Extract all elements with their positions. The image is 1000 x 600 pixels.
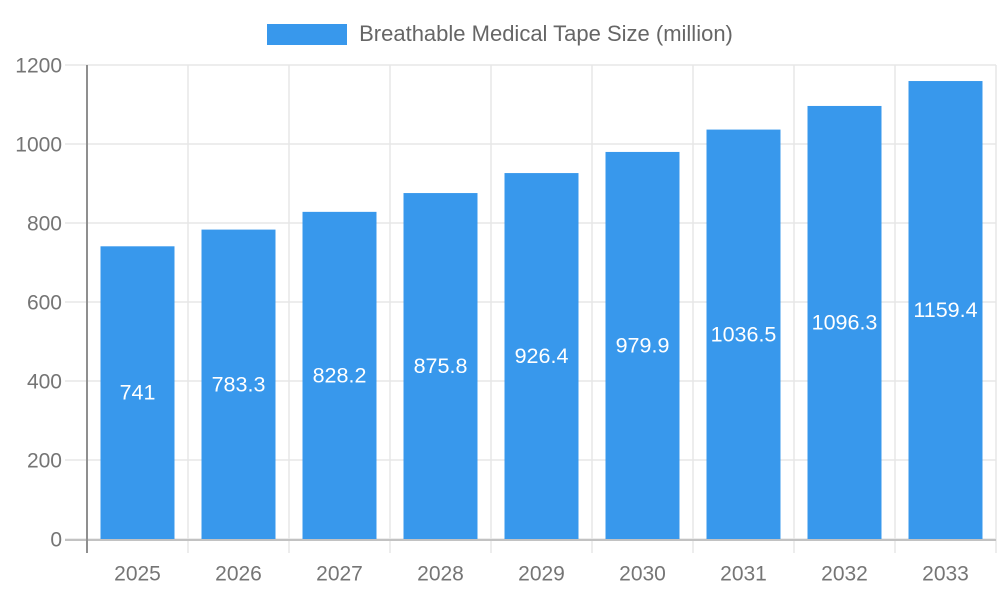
legend-swatch xyxy=(267,23,348,45)
bar-value-label: 1159.4 xyxy=(913,298,977,322)
x-axis-tick-label: 2025 xyxy=(114,563,161,586)
x-axis-tick-label: 2032 xyxy=(821,563,868,586)
bar-value-label: 926.4 xyxy=(515,344,569,368)
bar-2031[interactable] xyxy=(706,129,781,539)
x-axis-tick-label: 2029 xyxy=(518,563,565,586)
bar-2026[interactable] xyxy=(201,229,276,539)
bar-value-label: 828.2 xyxy=(313,363,367,387)
bar-2029[interactable] xyxy=(504,173,579,539)
x-axis-tick-label: 2030 xyxy=(619,563,666,586)
y-axis-tick-label: 0 xyxy=(50,529,62,552)
x-axis-tick-label: 2027 xyxy=(316,563,363,586)
x-axis-tick-label: 2031 xyxy=(720,563,767,586)
legend-label: Breathable Medical Tape Size (million) xyxy=(359,21,733,46)
bar-value-label: 875.8 xyxy=(414,354,468,378)
y-axis-tick-label: 600 xyxy=(27,292,62,315)
y-axis-tick-label: 400 xyxy=(27,371,62,394)
bar-2030[interactable] xyxy=(605,151,680,539)
bar-2027[interactable] xyxy=(302,211,377,539)
bar-value-label: 979.9 xyxy=(616,333,670,357)
x-axis-tick-label: 2026 xyxy=(215,563,262,586)
y-axis-tick-label: 800 xyxy=(27,213,62,236)
y-axis-tick-label: 200 xyxy=(27,450,62,473)
y-axis-tick-label: 1200 xyxy=(15,55,62,78)
bar-value-label: 1096.3 xyxy=(812,310,878,334)
bar-2033[interactable] xyxy=(908,81,983,540)
bar-value-label: 783.3 xyxy=(212,372,266,396)
bar-2028[interactable] xyxy=(403,193,478,539)
bar-value-label: 1036.5 xyxy=(711,322,777,346)
x-axis-tick-label: 2033 xyxy=(922,563,969,586)
bar-2032[interactable] xyxy=(807,105,882,540)
bar-value-label: 741 xyxy=(120,381,156,405)
x-axis-tick-label: 2028 xyxy=(417,563,464,586)
y-axis-tick-label: 1000 xyxy=(15,134,62,157)
bar-2025[interactable] xyxy=(100,246,175,539)
legend[interactable]: Breathable Medical Tape Size (million) xyxy=(0,22,1000,46)
